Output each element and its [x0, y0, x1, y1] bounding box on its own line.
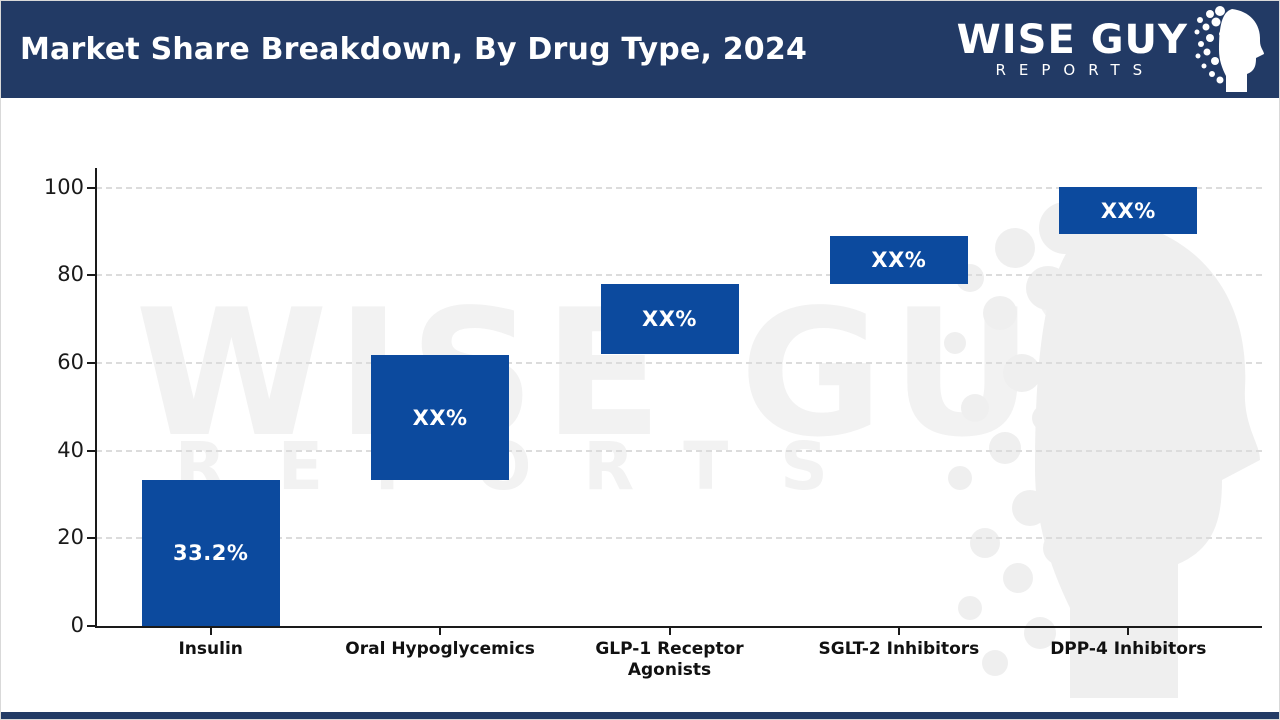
y-axis-line: [95, 168, 97, 628]
gridline-100: [96, 186, 1262, 189]
x-category-label: Insulin: [178, 639, 243, 659]
logo-head-icon: [1194, 6, 1264, 92]
x-category-label: SGLT-2 Inhibitors: [818, 639, 980, 659]
y-tick-label: 80: [57, 262, 84, 287]
y-tick-mark: [87, 186, 95, 189]
x-category-label: Oral Hypoglycemics: [345, 639, 535, 659]
bar-glp-1-receptor-agonists: XX%: [600, 284, 739, 355]
x-tick-mark: [668, 628, 671, 635]
bar-value-label: XX%: [1100, 198, 1156, 223]
y-tick-label: 40: [57, 437, 84, 462]
gridline-80: [96, 274, 1262, 277]
y-tick-mark: [87, 625, 95, 627]
y-tick-mark: [87, 537, 95, 540]
x-tick-mark: [1127, 628, 1130, 635]
y-tick-label: 0: [70, 613, 84, 637]
logo-text: WISE GUY REPORTS: [957, 20, 1188, 78]
logo-wordmark: WISE GUY: [956, 17, 1188, 63]
gridline-20: [96, 537, 1262, 540]
bar-insulin: 33.2%: [141, 480, 280, 626]
x-tick-mark: [439, 628, 442, 635]
x-category-label: DPP-4 Inhibitors: [1050, 639, 1207, 659]
bar-dpp-4-inhibitors: XX%: [1059, 186, 1198, 235]
bar-value-label: 33.2%: [173, 541, 249, 566]
gridline-40: [96, 449, 1262, 452]
y-tick-mark: [87, 449, 95, 452]
wise-guy-logo: WISE GUY REPORTS: [957, 6, 1280, 92]
footer-bar: [0, 712, 1280, 720]
header-bar: Market Share Breakdown, By Drug Type, 20…: [0, 0, 1280, 98]
x-axis-line: [95, 626, 1262, 628]
logo-subtitle: REPORTS: [995, 61, 1156, 79]
y-tick-label: 100: [43, 174, 84, 199]
bar-sglt-2-inhibitors: XX%: [829, 235, 968, 284]
x-tick-mark: [209, 628, 212, 635]
gridline-60: [96, 361, 1262, 364]
y-tick-label: 20: [57, 525, 84, 550]
watermark-head-icon: [944, 202, 1260, 698]
bar-oral-hypoglycemics: XX%: [371, 355, 510, 481]
bar-value-label: XX%: [412, 405, 468, 430]
bar-value-label: XX%: [642, 307, 697, 332]
page-title: Market Share Breakdown, By Drug Type, 20…: [20, 31, 808, 67]
y-tick-mark: [87, 274, 95, 277]
x-category-label: GLP-1 Receptor Agonists: [595, 639, 744, 681]
bar-value-label: XX%: [871, 247, 927, 272]
y-tick-mark: [87, 361, 95, 364]
y-tick-label: 60: [57, 349, 84, 374]
x-tick-mark: [897, 628, 900, 635]
